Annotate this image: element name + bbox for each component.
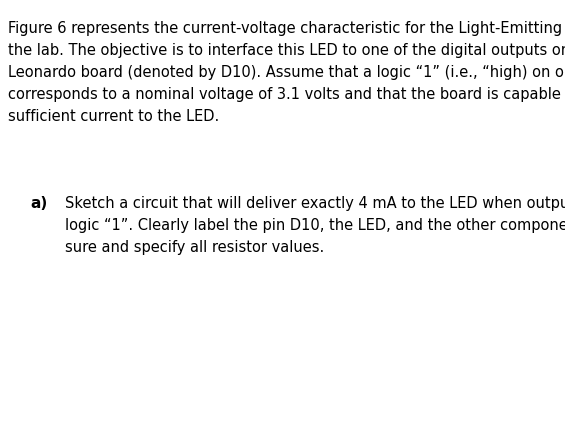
Text: Leonardo board (denoted by D10). Assume that a logic “1” (i.e., “high) on output: Leonardo board (denoted by D10). Assume … bbox=[8, 65, 565, 80]
Text: sufficient current to the LED.: sufficient current to the LED. bbox=[8, 109, 219, 124]
Text: sure and specify all resistor values.: sure and specify all resistor values. bbox=[65, 240, 324, 255]
Text: Sketch a circuit that will deliver exactly 4 mA to the LED when output pin D10 i: Sketch a circuit that will deliver exact… bbox=[65, 196, 565, 211]
Text: Figure 6 represents the current-voltage characteristic for the Light-Emitting Di: Figure 6 represents the current-voltage … bbox=[8, 21, 565, 36]
Text: logic “1”. Clearly label the pin D10, the LED, and the other components in you c: logic “1”. Clearly label the pin D10, th… bbox=[65, 218, 565, 233]
Text: corresponds to a nominal voltage of 3.1 volts and that the board is capable of d: corresponds to a nominal voltage of 3.1 … bbox=[8, 87, 565, 102]
Text: a): a) bbox=[30, 196, 47, 211]
Text: the lab. The objective is to interface this LED to one of the digital outputs on: the lab. The objective is to interface t… bbox=[8, 43, 565, 58]
